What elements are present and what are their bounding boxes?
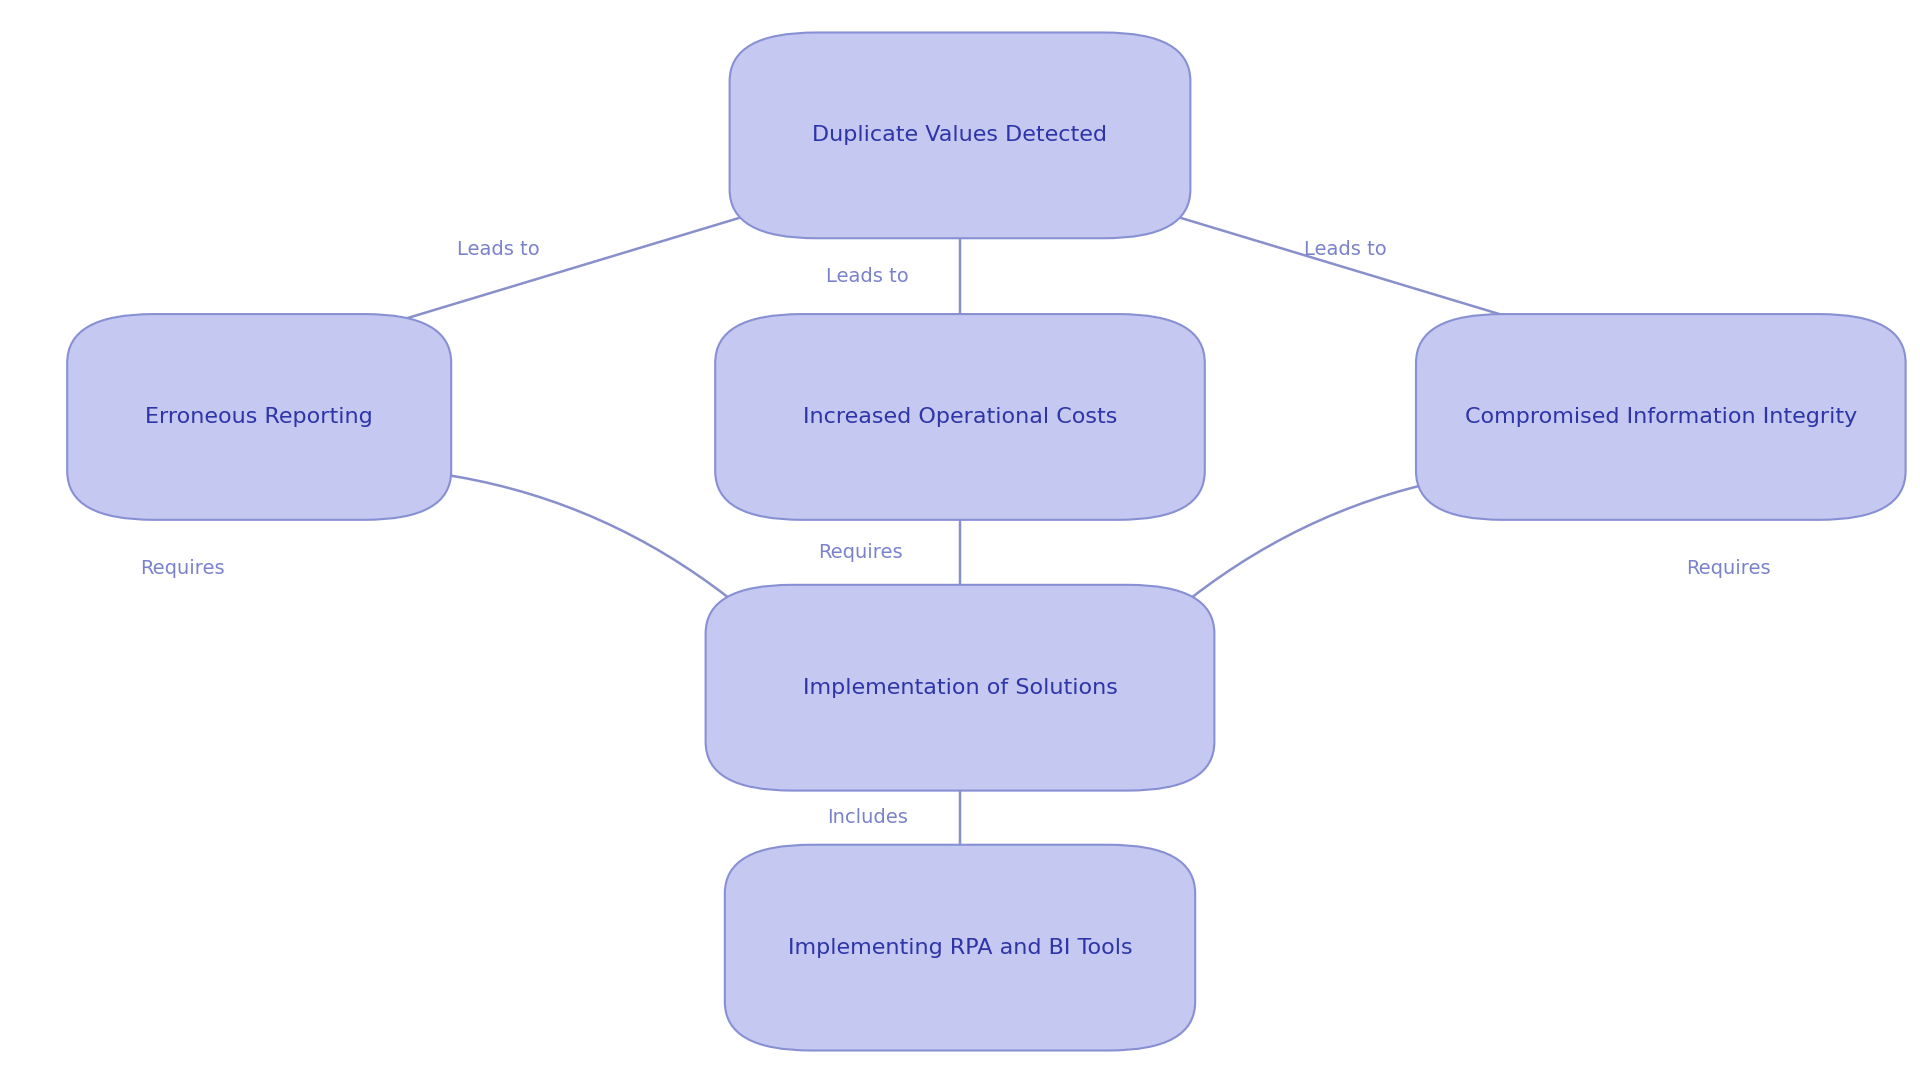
Text: Increased Operational Costs: Increased Operational Costs — [803, 407, 1117, 427]
Text: Leads to: Leads to — [826, 266, 910, 286]
Text: Leads to: Leads to — [457, 239, 540, 259]
Text: Requires: Requires — [818, 543, 902, 562]
Text: Includes: Includes — [828, 808, 908, 827]
FancyBboxPatch shape — [714, 314, 1206, 520]
FancyBboxPatch shape — [724, 845, 1194, 1051]
Text: Requires: Requires — [1686, 559, 1770, 578]
FancyBboxPatch shape — [730, 32, 1190, 238]
Text: Compromised Information Integrity: Compromised Information Integrity — [1465, 407, 1857, 427]
FancyBboxPatch shape — [1417, 314, 1905, 520]
Text: Requires: Requires — [140, 559, 225, 578]
Text: Duplicate Values Detected: Duplicate Values Detected — [812, 126, 1108, 145]
FancyBboxPatch shape — [67, 314, 451, 520]
Text: Erroneous Reporting: Erroneous Reporting — [146, 407, 372, 427]
Text: Leads to: Leads to — [1304, 239, 1386, 259]
Text: Implementation of Solutions: Implementation of Solutions — [803, 678, 1117, 697]
FancyBboxPatch shape — [707, 585, 1215, 791]
Text: Implementing RPA and BI Tools: Implementing RPA and BI Tools — [787, 938, 1133, 957]
